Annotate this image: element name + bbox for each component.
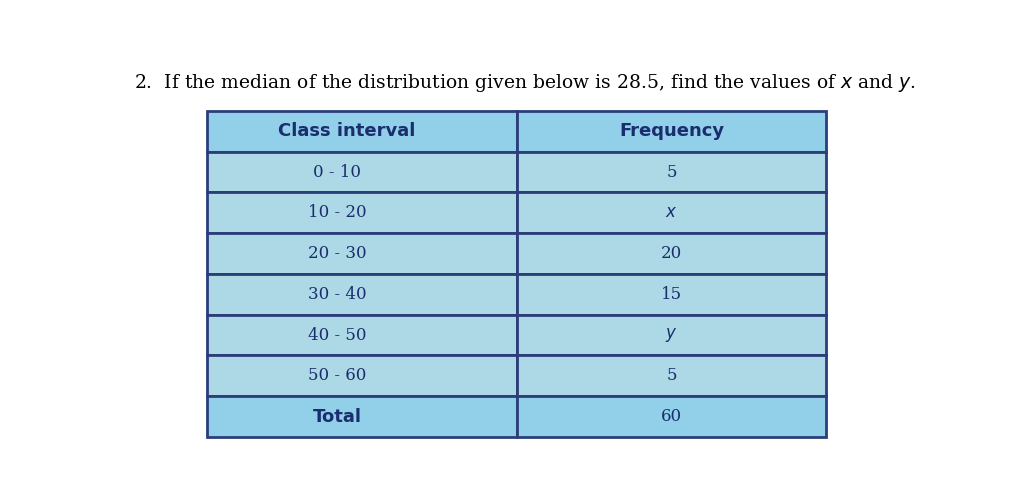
Text: 30 - 40: 30 - 40	[308, 286, 367, 303]
Text: $y$: $y$	[666, 326, 678, 344]
Text: 20 - 30: 20 - 30	[308, 245, 367, 262]
Text: 60: 60	[662, 408, 682, 425]
Text: 40 - 50: 40 - 50	[308, 327, 367, 344]
Text: Class interval: Class interval	[278, 122, 416, 140]
Text: 10 - 20: 10 - 20	[308, 204, 367, 221]
Bar	[517, 152, 826, 193]
Bar	[207, 396, 517, 437]
Text: 2.  If the median of the distribution given below is 28.5, find the values of $x: 2. If the median of the distribution giv…	[134, 72, 915, 94]
Bar	[517, 111, 826, 152]
Bar	[207, 233, 517, 274]
Text: 50 - 60: 50 - 60	[308, 367, 367, 384]
Bar	[207, 355, 517, 396]
Bar	[207, 152, 517, 193]
Bar	[207, 314, 517, 355]
Text: 20: 20	[660, 245, 682, 262]
Text: $x$: $x$	[666, 204, 678, 221]
Bar	[207, 193, 517, 233]
Text: Total: Total	[313, 408, 361, 425]
Bar	[517, 233, 826, 274]
Bar	[517, 314, 826, 355]
Text: 0 - 10: 0 - 10	[313, 164, 361, 180]
Bar	[517, 193, 826, 233]
Bar	[517, 274, 826, 314]
Text: 5: 5	[667, 367, 677, 384]
Bar	[517, 355, 826, 396]
Bar	[207, 111, 517, 152]
Text: Frequency: Frequency	[620, 122, 724, 140]
Text: 15: 15	[662, 286, 682, 303]
Bar	[207, 274, 517, 314]
Bar	[517, 396, 826, 437]
Text: 5: 5	[667, 164, 677, 180]
